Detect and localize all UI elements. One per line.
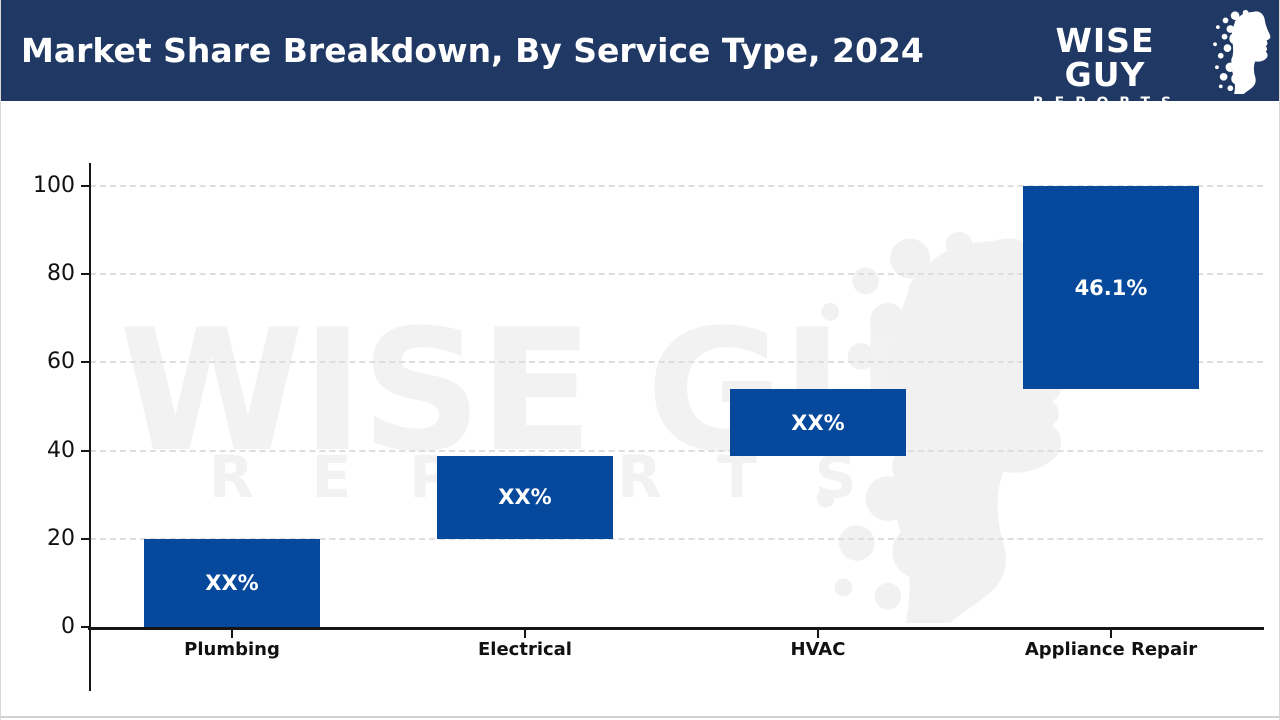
y-tick-label: 40 (47, 437, 75, 463)
bottom-border-line (1, 716, 1279, 718)
bar-plumbing: XX% (144, 538, 320, 627)
x-tick-mark (817, 630, 819, 638)
logo-face-icon (1203, 8, 1271, 94)
brand-logo: WISE GUY REPORTS (1021, 8, 1271, 111)
x-tick-mark (231, 630, 233, 638)
y-tick-label: 20 (47, 525, 75, 551)
y-tick-label: 60 (47, 349, 75, 375)
x-tick-mark (1110, 630, 1112, 638)
bar-value-label: 46.1% (1074, 275, 1148, 300)
y-tick-mark (81, 449, 90, 452)
gridline (90, 449, 1263, 452)
x-axis-label: Appliance Repair (1024, 639, 1198, 660)
x-tick-mark (524, 630, 526, 638)
y-tick-label: 0 (61, 614, 75, 639)
gridline (90, 361, 1263, 364)
bar-value-label: XX% (498, 485, 552, 510)
bar-hvac: XX% (730, 389, 906, 456)
gridline (90, 185, 1263, 187)
x-axis-label: Electrical (478, 639, 572, 660)
y-tick-mark (81, 537, 90, 540)
bar-value-label: XX% (791, 410, 845, 435)
y-tick-mark (81, 273, 90, 276)
x-axis-label: HVAC (790, 639, 846, 660)
logo-wordmark: WISE GUY REPORTS (1021, 21, 1189, 112)
y-tick-mark (81, 361, 90, 364)
y-axis-line (89, 163, 91, 691)
gridline (90, 273, 1263, 276)
bar-electrical: XX% (437, 455, 613, 539)
logo-name-text: WISE GUY (1055, 21, 1155, 94)
y-tick-label: 100 (33, 173, 75, 198)
bar-appliance-repair: 46.1% (1023, 186, 1199, 390)
x-axis-line (88, 627, 1264, 630)
chart-title: Market Share Breakdown, By Service Type,… (21, 31, 924, 70)
y-tick-mark (81, 626, 90, 628)
header: Market Share Breakdown, By Service Type,… (1, 0, 1279, 111)
y-tick-label: 80 (47, 261, 75, 287)
y-tick-mark (81, 185, 90, 187)
gridline (90, 537, 1263, 540)
bar-value-label: XX% (205, 570, 259, 595)
x-axis-label: Plumbing (184, 639, 280, 660)
